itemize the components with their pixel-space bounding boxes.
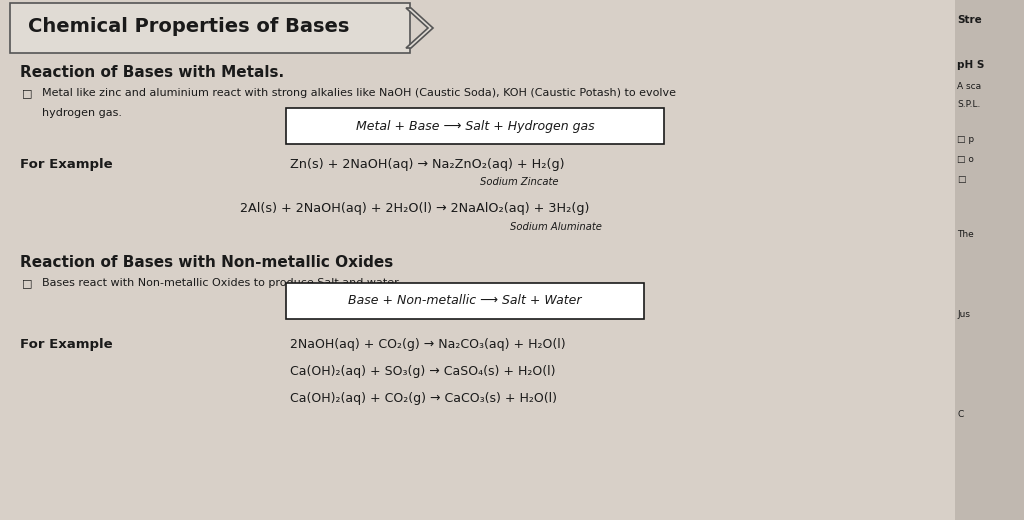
Text: Zn(s) + 2NaOH(aq) → Na₂ZnO₂(aq) + H₂(g): Zn(s) + 2NaOH(aq) → Na₂ZnO₂(aq) + H₂(g)	[290, 158, 564, 171]
Text: For Example: For Example	[20, 158, 113, 171]
Text: A sca: A sca	[957, 82, 981, 91]
Text: Metal + Base ⟶ Salt + Hydrogen gas: Metal + Base ⟶ Salt + Hydrogen gas	[355, 120, 594, 133]
Text: Base + Non-metallic ⟶ Salt + Water: Base + Non-metallic ⟶ Salt + Water	[348, 294, 582, 307]
Text: Ca(OH)₂(aq) + SO₃(g) → CaSO₄(s) + H₂O(l): Ca(OH)₂(aq) + SO₃(g) → CaSO₄(s) + H₂O(l)	[290, 365, 555, 378]
Text: C: C	[957, 410, 964, 419]
Text: □ o: □ o	[957, 155, 974, 164]
Text: Ca(OH)₂(aq) + CO₂(g) → CaCO₃(s) + H₂O(l): Ca(OH)₂(aq) + CO₂(g) → CaCO₃(s) + H₂O(l)	[290, 392, 557, 405]
FancyBboxPatch shape	[10, 3, 410, 53]
Text: For Example: For Example	[20, 338, 113, 351]
Text: Reaction of Bases with Non-metallic Oxides: Reaction of Bases with Non-metallic Oxid…	[20, 255, 393, 270]
Text: 2Al(s) + 2NaOH(aq) + 2H₂O(l) → 2NaAlO₂(aq) + 3H₂(g): 2Al(s) + 2NaOH(aq) + 2H₂O(l) → 2NaAlO₂(a…	[240, 202, 590, 215]
Text: □: □	[22, 88, 33, 98]
Text: hydrogen gas.: hydrogen gas.	[42, 108, 122, 118]
Text: 2NaOH(aq) + CO₂(g) → Na₂CO₃(aq) + H₂O(l): 2NaOH(aq) + CO₂(g) → Na₂CO₃(aq) + H₂O(l)	[290, 338, 565, 351]
Text: Stre: Stre	[957, 15, 982, 25]
FancyBboxPatch shape	[955, 0, 1024, 520]
Text: pH S: pH S	[957, 60, 984, 70]
Text: Sodium Aluminate: Sodium Aluminate	[510, 222, 602, 232]
Text: S.P.L.: S.P.L.	[957, 100, 980, 109]
Text: □: □	[22, 278, 33, 288]
Text: □ p: □ p	[957, 135, 974, 144]
FancyBboxPatch shape	[286, 283, 644, 319]
Text: Reaction of Bases with Metals.: Reaction of Bases with Metals.	[20, 65, 284, 80]
Polygon shape	[406, 8, 433, 48]
Text: Metal like zinc and aluminium react with strong alkalies like NaOH (Caustic Soda: Metal like zinc and aluminium react with…	[42, 88, 676, 98]
Text: The: The	[957, 230, 974, 239]
Text: Chemical Properties of Bases: Chemical Properties of Bases	[28, 17, 349, 35]
Text: Jus: Jus	[957, 310, 970, 319]
Text: Sodium Zincate: Sodium Zincate	[480, 177, 558, 187]
FancyBboxPatch shape	[286, 108, 664, 144]
Text: Bases react with Non-metallic Oxides to produce Salt and water.: Bases react with Non-metallic Oxides to …	[42, 278, 401, 288]
Text: □: □	[957, 175, 966, 184]
